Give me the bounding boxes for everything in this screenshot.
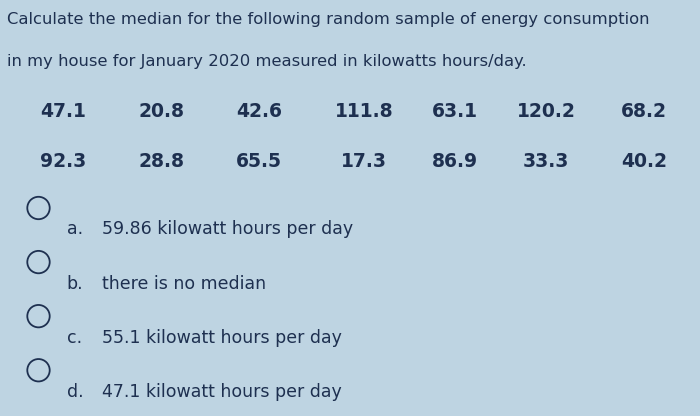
Text: 40.2: 40.2 [621,152,667,171]
Text: in my house for January 2020 measured in kilowatts hours/day.: in my house for January 2020 measured in… [7,54,526,69]
Text: 55.1 kilowatt hours per day: 55.1 kilowatt hours per day [102,329,342,347]
Text: a.: a. [66,220,83,238]
Text: 86.9: 86.9 [432,152,478,171]
Text: 92.3: 92.3 [40,152,86,171]
Text: there is no median: there is no median [102,275,265,292]
Text: 68.2: 68.2 [621,102,667,121]
Text: 20.8: 20.8 [138,102,184,121]
Text: 65.5: 65.5 [236,152,282,171]
Text: d.: d. [66,383,83,401]
Text: 47.1: 47.1 [40,102,86,121]
Text: c.: c. [66,329,82,347]
Text: 17.3: 17.3 [341,152,387,171]
Text: 59.86 kilowatt hours per day: 59.86 kilowatt hours per day [102,220,353,238]
Text: 28.8: 28.8 [138,152,184,171]
Text: 111.8: 111.8 [335,102,393,121]
Text: 42.6: 42.6 [236,102,282,121]
Text: 47.1 kilowatt hours per day: 47.1 kilowatt hours per day [102,383,342,401]
Text: 33.3: 33.3 [523,152,569,171]
Text: Calculate the median for the following random sample of energy consumption: Calculate the median for the following r… [7,12,650,27]
Text: 120.2: 120.2 [517,102,575,121]
Text: 63.1: 63.1 [432,102,478,121]
Text: b.: b. [66,275,83,292]
